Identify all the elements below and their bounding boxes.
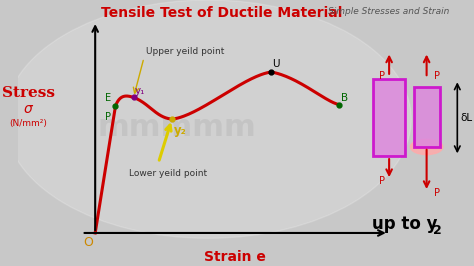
Text: Upper yeild point: Upper yeild point (146, 47, 224, 56)
Text: (N/mm²): (N/mm²) (9, 119, 47, 128)
Bar (373, 80, 405, 156)
Circle shape (5, 0, 411, 238)
Bar (413, 87, 440, 147)
Text: Strain e: Strain e (204, 250, 266, 264)
Text: Simple Stresses and Strain: Simple Stresses and Strain (328, 7, 450, 16)
Text: δL: δL (460, 113, 472, 123)
Text: P: P (435, 188, 440, 198)
Text: Stress: Stress (2, 86, 55, 100)
Text: 2: 2 (433, 224, 442, 237)
Text: up to y: up to y (372, 215, 437, 233)
Text: Tensile Test of Ductile Material: Tensile Test of Ductile Material (101, 6, 342, 20)
Text: mmmmm: mmmmm (97, 113, 256, 142)
Text: Lower yeild point: Lower yeild point (129, 169, 207, 178)
Text: O: O (83, 236, 93, 249)
Text: U: U (272, 59, 280, 69)
Text: y₂: y₂ (174, 124, 187, 137)
Text: P: P (379, 71, 385, 81)
Text: E: E (105, 93, 111, 103)
Text: P: P (379, 176, 385, 186)
Text: P: P (105, 112, 111, 122)
Text: B: B (341, 93, 348, 103)
Text: y₁: y₁ (135, 86, 145, 96)
Text: P: P (435, 71, 440, 81)
Ellipse shape (410, 139, 443, 155)
Text: σ: σ (24, 102, 33, 115)
